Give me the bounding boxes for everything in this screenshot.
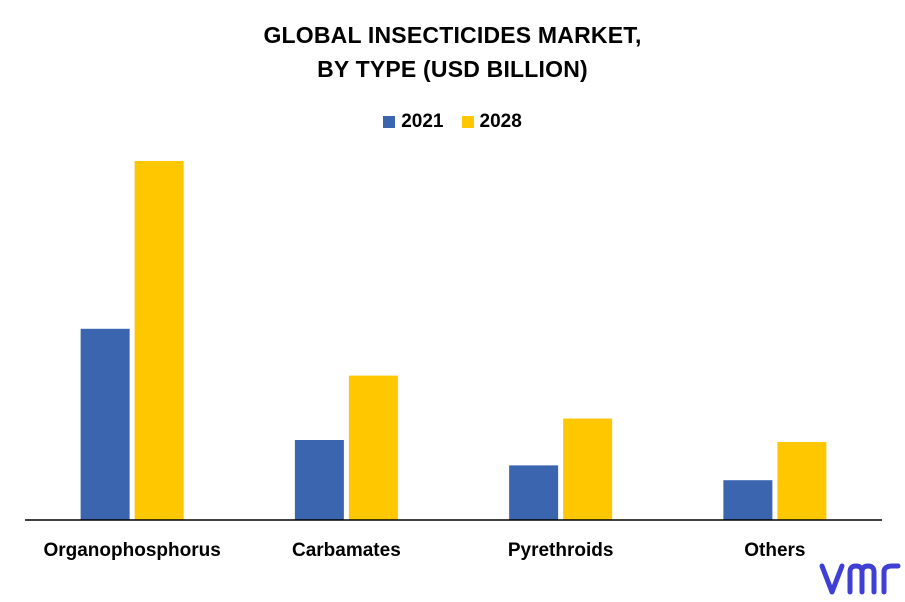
legend-label-2021: 2021 xyxy=(401,111,444,132)
bar-organophosphorus-2028 xyxy=(134,161,184,520)
legend-item-2028: 2028 xyxy=(461,111,522,133)
legend-label-2028: 2028 xyxy=(479,111,522,132)
category-label-organophosphorus: Organophosphorus xyxy=(43,540,220,561)
legend: 2021 2028 xyxy=(0,111,905,133)
chart-title-line-1: GLOBAL INSECTICIDES MARKET, xyxy=(263,22,642,48)
category-label-others: Others xyxy=(744,540,805,561)
bar-pyrethroids-2021 xyxy=(509,465,559,520)
bar-pyrethroids-2028 xyxy=(563,418,613,520)
bar-carbamates-2021 xyxy=(294,440,344,520)
chart-title-line-2: BY TYPE (USD BILLION) xyxy=(317,56,588,82)
legend-swatch-2021 xyxy=(383,116,396,128)
category-label-pyrethroids: Pyrethroids xyxy=(508,540,614,561)
bar-organophosphorus-2021 xyxy=(80,328,130,520)
bar-carbamates-2028 xyxy=(348,375,398,520)
legend-item-2021: 2021 xyxy=(383,111,444,133)
legend-swatch-2028 xyxy=(461,116,474,128)
vmr-logo: vmr xyxy=(819,563,901,595)
bar-others-2021 xyxy=(723,480,773,520)
category-label-carbamates: Carbamates xyxy=(292,540,401,561)
bar-others-2028 xyxy=(777,441,827,520)
